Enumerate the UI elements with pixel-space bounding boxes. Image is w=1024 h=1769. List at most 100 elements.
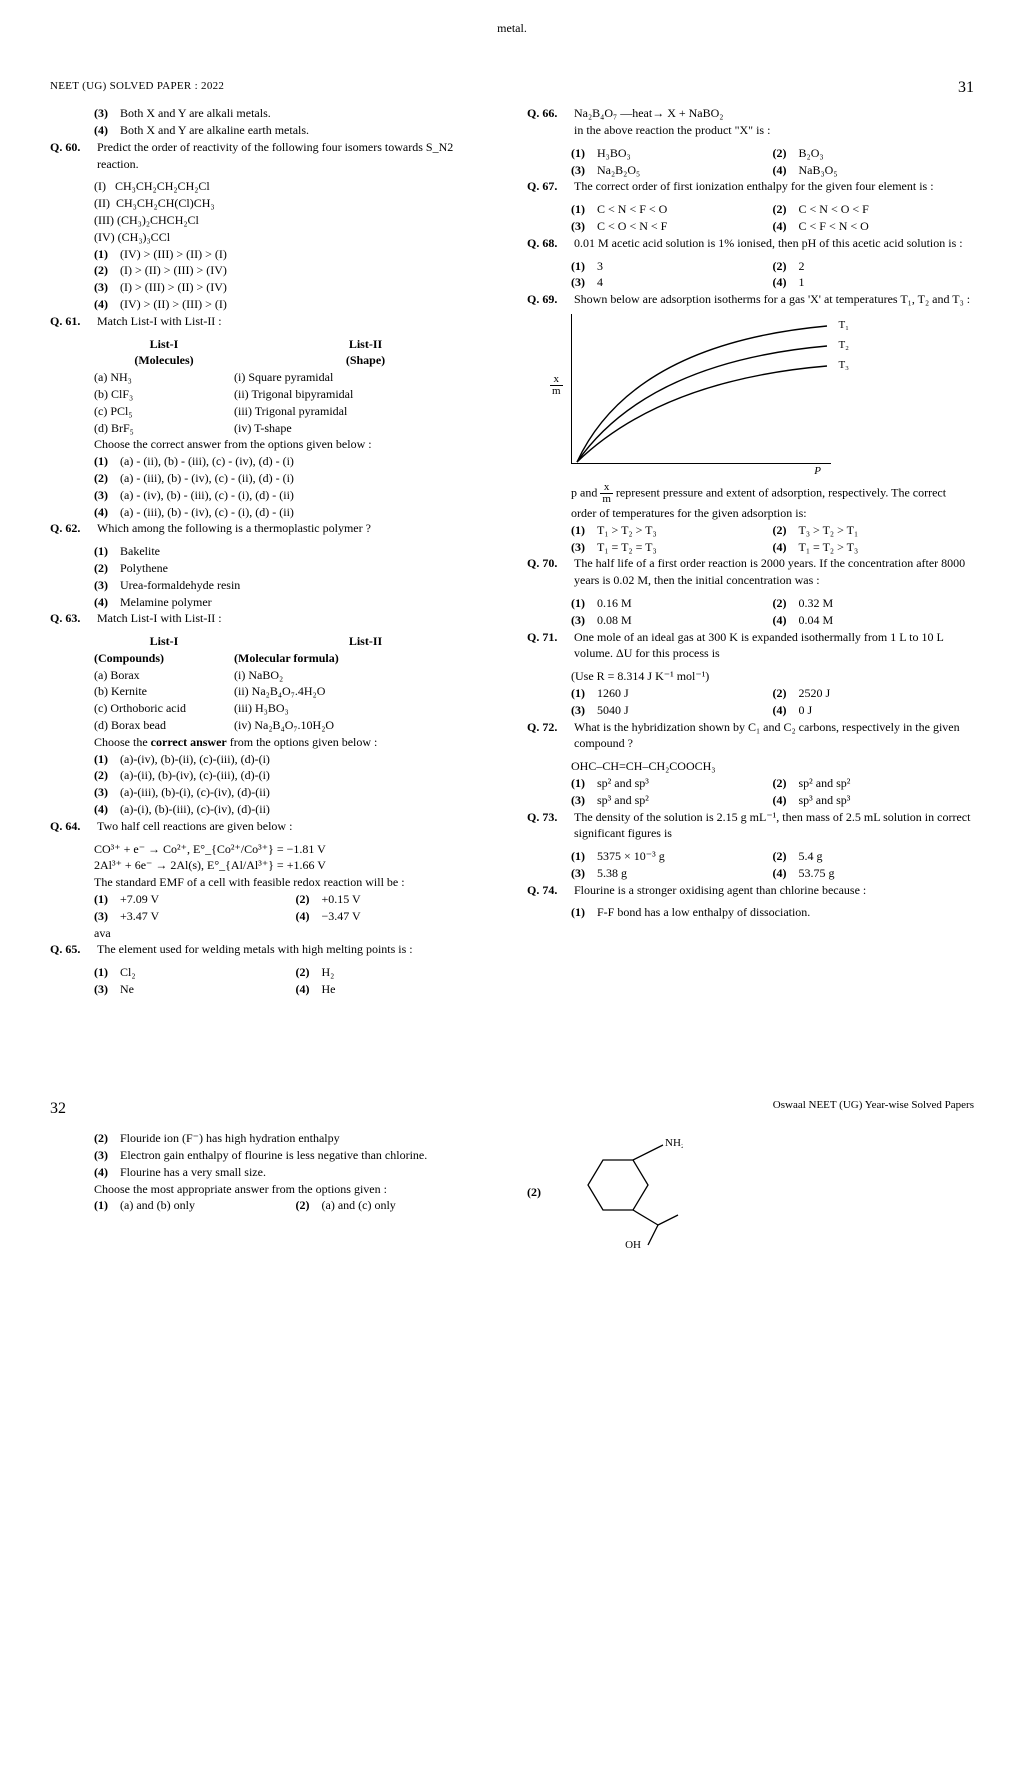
q62-text: Which among the following is a thermopla… (97, 520, 496, 537)
q69-o2: T₃ > T₂ > T₁ (799, 523, 859, 537)
opt-label: (3) (571, 612, 597, 629)
q71-o4: 0 J (799, 703, 813, 717)
q71-num: Q. 71. (527, 629, 571, 646)
opt-label: (2) (773, 775, 799, 792)
opt-label: (1) (94, 453, 120, 470)
opt-label: (2) (773, 201, 799, 218)
opt-label: (3) (94, 981, 120, 998)
opt-label: (3) (94, 279, 120, 296)
q61-ra: (d) BrF₅ (94, 420, 234, 437)
opt-label: (1) (94, 246, 120, 263)
q66-o3: Na₂B₂O₅ (597, 163, 640, 177)
q65-o1: Cl₂ (120, 965, 136, 979)
q60-text: Predict the order of reactivity of the f… (97, 139, 496, 173)
opt-label: (4) (773, 539, 799, 556)
q64-o1: +7.09 V (120, 892, 159, 906)
graph-y-den: m (550, 386, 563, 397)
q61-ra: (c) PCl₅ (94, 403, 234, 420)
opt-label: (3) (94, 1147, 120, 1164)
q61-text: Match List-I with List-II : (97, 313, 496, 330)
opt-label: (2) (94, 767, 120, 784)
q63-ra: (a) Borax (94, 667, 234, 684)
opt-label: (1) (571, 595, 597, 612)
q60-o1: (IV) > (III) > (II) > (I) (120, 247, 227, 261)
q73-o4: 53.75 g (799, 866, 835, 880)
graph-t2: T₂ (838, 338, 849, 353)
q61-rb: (iv) T-shape (234, 420, 497, 437)
q71-note: (Use R = 8.314 J K⁻¹ mol⁻¹) (571, 668, 974, 685)
q60-roman1: (I) (94, 179, 115, 193)
q70-o2: 0.32 M (799, 596, 834, 610)
q73-o1: 5375 × 10⁻³ g (597, 849, 665, 863)
adsorption-isotherm-graph: xm P T₁ T₂ T₃ (571, 314, 831, 464)
q61-ra: (a) NH₃ (94, 369, 234, 386)
list2-sh: (Molecular formula) (234, 650, 497, 667)
option-text: Both X and Y are alkaline earth metals. (120, 123, 309, 137)
opt-label: (3) (571, 865, 597, 882)
q60-roman2: (II) (94, 196, 116, 210)
q73-o2: 5.4 g (799, 849, 823, 863)
opt-label: (1) (571, 775, 597, 792)
opt-label: (1) (94, 1197, 120, 1214)
isotherm-curves-icon (572, 314, 832, 464)
opt-label: (3) (94, 908, 120, 925)
q74-o2: Flouride ion (F⁻) has high hydration ent… (120, 1131, 340, 1145)
q71-text: One mole of an ideal gas at 300 K is exp… (574, 629, 973, 663)
q68-o4: 1 (799, 275, 805, 289)
q67-text: The correct order of first ionization en… (574, 178, 973, 195)
opt-label: (3) (571, 162, 597, 179)
opt-label: (2) (773, 595, 799, 612)
opt-label: (1) (571, 145, 597, 162)
opt-label: (4) (773, 792, 799, 809)
q61-o3: (a) - (iv), (b) - (iii), (c) - (i), (d) … (120, 488, 294, 502)
q69-num: Q. 69. (527, 291, 571, 308)
list2-h: List-II (234, 336, 497, 353)
page-number-31: 31 (958, 77, 974, 99)
opt-label: (1) (571, 685, 597, 702)
q71-o3: 5040 J (597, 703, 629, 717)
opt-label: (4) (94, 801, 120, 818)
q63-rb: (ii) Na₂B₄O₇.4H₂O (234, 683, 497, 700)
opt-label: (3) (571, 218, 597, 235)
q60-o2: (I) > (II) > (III) > (IV) (120, 263, 227, 277)
q63-ra: (b) Kernite (94, 683, 234, 700)
opt-label: (4) (94, 1164, 120, 1181)
q60-r4: (CH₃)₃CCl (118, 230, 170, 244)
q61-rb: (i) Square pyramidal (234, 369, 497, 386)
q62-num: Q. 62. (50, 520, 94, 537)
q65-text: The element used for welding metals with… (97, 941, 496, 958)
opt-label: (2) (296, 964, 322, 981)
graph-xlabel: P (814, 464, 821, 479)
svg-text:NH₂: NH₂ (665, 1137, 683, 1149)
q69-o3: T₁ = T₂ = T₃ (597, 540, 657, 554)
q69-o4: T₁ = T₂ > T₃ (799, 540, 859, 554)
graph-t3: T₃ (838, 358, 849, 373)
p32-opt2-label: (2) (527, 1184, 553, 1201)
q62-o1: Bakelite (120, 544, 160, 558)
list1-sh: (Molecules) (94, 352, 234, 369)
q60-r3: (CH₃)₂CHCH₂Cl (117, 213, 199, 227)
opt-label: (1) (571, 848, 597, 865)
p32-o1: (a) and (b) only (120, 1198, 195, 1212)
q64-eq2: 2Al³⁺ + 6e⁻ → 2Al(s), E°_{Al/Al³⁺} = +1.… (94, 857, 497, 874)
opt-label: (4) (773, 274, 799, 291)
opt-label: (1) (571, 904, 597, 921)
q67-o1: C < N < F < O (597, 202, 667, 216)
opt-label: (4) (773, 865, 799, 882)
q71-o2: 2520 J (799, 686, 831, 700)
opt-label: (2) (94, 262, 120, 279)
opt-label: (2) (773, 685, 799, 702)
q70-o4: 0.04 M (799, 613, 834, 627)
q66-o2: B₂O₃ (799, 146, 824, 160)
q63-text: Match List-I with List-II : (97, 610, 496, 627)
q69-text: Shown below are adsorption isotherms for… (574, 291, 973, 308)
q63-o2: (a)-(ii), (b)-(iv), (c)-(iii), (d)-(i) (120, 768, 270, 782)
q74-o3: Electron gain enthalpy of flourine is le… (120, 1147, 497, 1164)
q63-o3: (a)-(iii), (b)-(i), (c)-(iv), (d)-(ii) (120, 785, 270, 799)
opt-label: (4) (773, 162, 799, 179)
q69-ptext: p and xm represent pressure and extent o… (571, 482, 974, 522)
q74-o4: Flourine has a very small size. (120, 1165, 266, 1179)
opt-label: (4) (296, 981, 322, 998)
q61-ra: (b) ClF₃ (94, 386, 234, 403)
q64-text: Two half cell reactions are given below … (97, 818, 496, 835)
